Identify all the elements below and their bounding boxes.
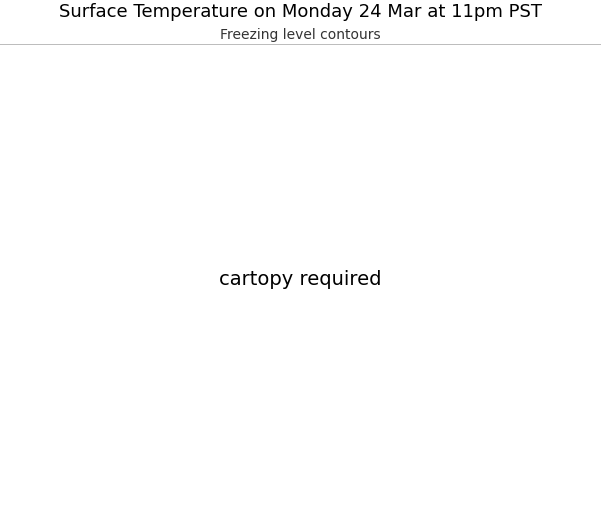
Text: Freezing level contours: Freezing level contours bbox=[220, 28, 381, 42]
Text: Surface Temperature on Monday 24 Mar at 11pm PST: Surface Temperature on Monday 24 Mar at … bbox=[59, 3, 542, 21]
Text: cartopy required: cartopy required bbox=[219, 270, 382, 289]
